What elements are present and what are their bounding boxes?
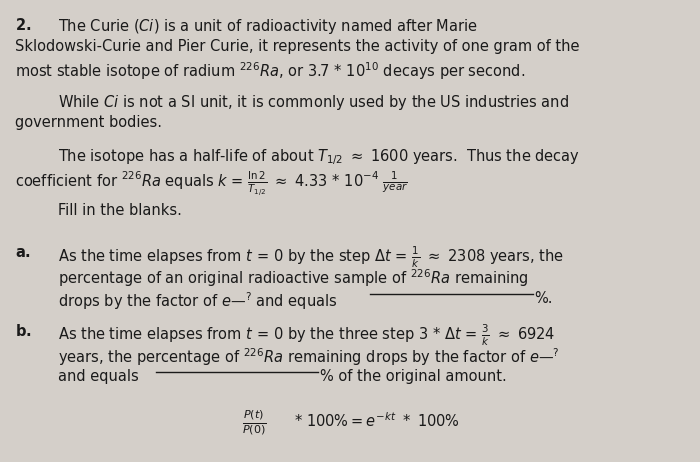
Text: The isotope has a half-life of about $T_{1/2}$ $\approx$ 1600 years.  Thus the d: The isotope has a half-life of about $T_… bbox=[58, 147, 580, 167]
Text: percentage of an original radioactive sample of $^{226}Ra$ remaining: percentage of an original radioactive sa… bbox=[58, 268, 528, 289]
Text: % of the original amount.: % of the original amount. bbox=[321, 369, 507, 384]
Text: The Curie ($\it{Ci}$) is a unit of radioactivity named after Marie: The Curie ($\it{Ci}$) is a unit of radio… bbox=[58, 18, 477, 36]
Text: Sklodowski-Curie and Pier Curie, it represents the activity of one gram of the: Sklodowski-Curie and Pier Curie, it repr… bbox=[15, 39, 579, 54]
Text: As the time elapses from $t$ = 0 by the step $\Delta t$ = $\frac{1}{k}$ $\approx: As the time elapses from $t$ = 0 by the … bbox=[58, 245, 564, 270]
Text: most stable isotope of radium $^{226}Ra$, or 3.7 $*$ 10$^{10}$ decays per second: most stable isotope of radium $^{226}Ra$… bbox=[15, 61, 525, 82]
Text: drops by the factor of $e$—$^?$ and equals: drops by the factor of $e$—$^?$ and equa… bbox=[58, 291, 337, 312]
Text: $\frac{P(t)}{P(0)}$: $\frac{P(t)}{P(0)}$ bbox=[241, 408, 266, 437]
Text: $\mathbf{b.}$: $\mathbf{b.}$ bbox=[15, 323, 32, 339]
Text: $\mathbf{a.}$: $\mathbf{a.}$ bbox=[15, 245, 31, 260]
Text: coefficient for $^{226}Ra$ equals $k$ = $\frac{\ln 2}{T_{1/2}}$ $\approx$ 4.33 $: coefficient for $^{226}Ra$ equals $k$ = … bbox=[15, 169, 408, 198]
Text: Fill in the blanks.: Fill in the blanks. bbox=[58, 203, 182, 219]
Text: While $\it{Ci}$ is not a SI unit, it is commonly used by the US industries and: While $\it{Ci}$ is not a SI unit, it is … bbox=[58, 93, 569, 112]
Text: $*\ 100\% = e^{-kt}\ *\ 100\%$: $*\ 100\% = e^{-kt}\ *\ 100\%$ bbox=[294, 411, 460, 430]
Text: As the time elapses from $t$ = 0 by the three step 3 $*$ $\Delta t$ = $\frac{3}{: As the time elapses from $t$ = 0 by the … bbox=[58, 323, 555, 348]
Text: government bodies.: government bodies. bbox=[15, 115, 162, 130]
Text: years, the percentage of $^{226}Ra$ remaining drops by the factor of $e$—$^?$: years, the percentage of $^{226}Ra$ rema… bbox=[58, 346, 559, 367]
Text: and equals: and equals bbox=[58, 369, 139, 384]
Text: %.: %. bbox=[534, 291, 553, 306]
Text: $\mathbf{2.}$: $\mathbf{2.}$ bbox=[15, 18, 31, 33]
